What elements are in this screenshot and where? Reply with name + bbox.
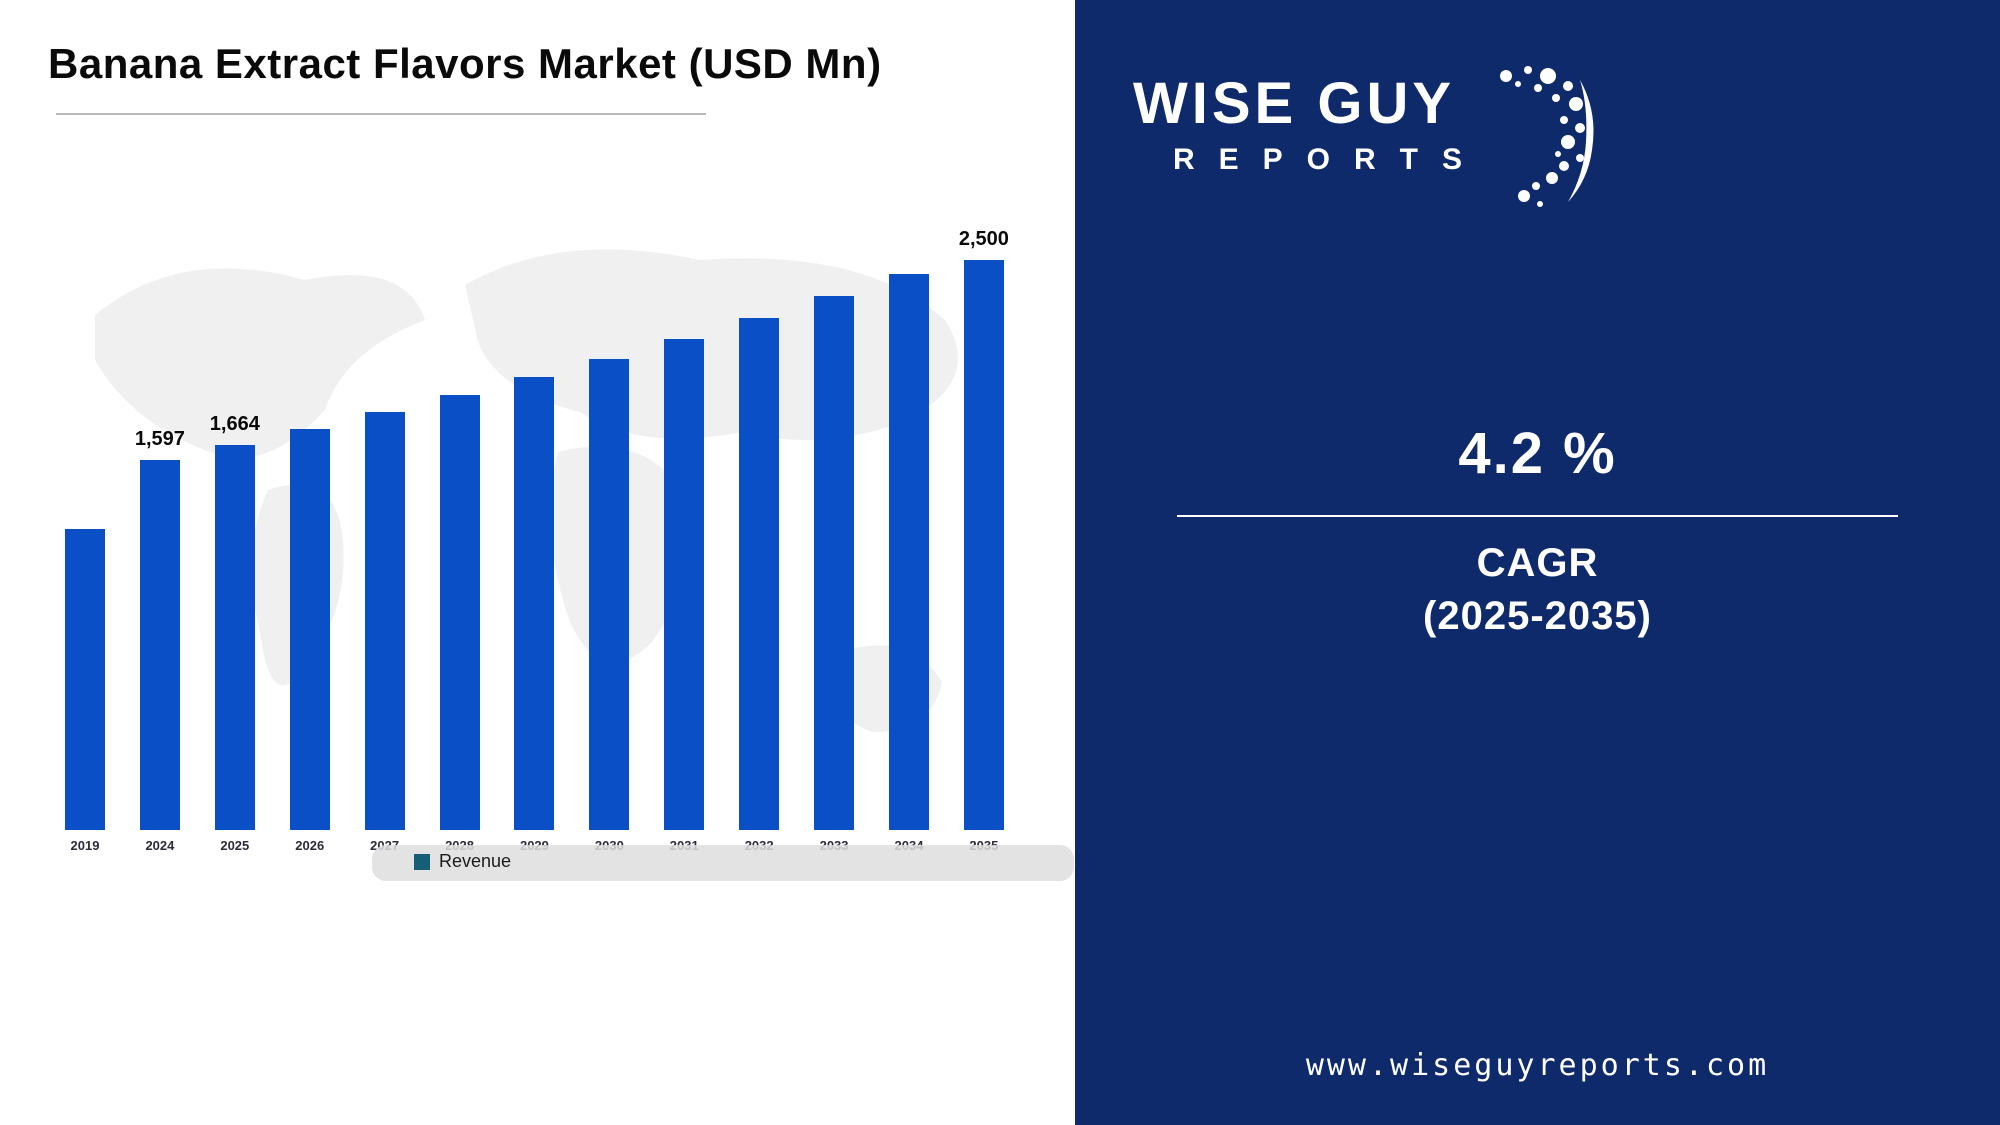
info-panel: WISE GUY REPORTS 4.2 % CAGR (2025-2035) [1075,0,2000,1125]
bar-2025 [214,444,255,830]
legend: Revenue [414,851,511,872]
logo-text-line1: WISE GUY [1133,71,1456,136]
bar-column-2035: 2,5002035 [958,228,1009,853]
bar-column-2019: 2019 [62,228,108,853]
bar-column-2034: 2034 [886,228,932,853]
cagr-value: 4.2 % [1458,421,1617,486]
cagr-label: CAGR [1476,541,1599,585]
bar-column-2028: 2028 [437,228,483,853]
bar-2031 [664,339,705,830]
bar-2030 [589,358,630,830]
cagr-block: 4.2 % CAGR (2025-2035) [1075,420,2000,639]
bar-plot: 2019 1,597 2024 1,664 2025 2026 2027 2028 2029 20… [62,228,1009,853]
x-axis-label-2025: 2025 [220,838,250,853]
bar-2029 [514,377,555,830]
x-axis-label-2026: 2026 [295,838,325,853]
chart-section: Banana Extract Flavors Market (USD Mn) 2… [48,40,1074,881]
bar-2024 [139,460,180,830]
x-axis-label-2019: 2019 [70,838,100,853]
legend-label-revenue: Revenue [439,851,512,871]
cagr-range: (2025-2035) [1423,594,1652,638]
bar-value-label-2025: 1,664 [209,412,260,435]
bar-column-2029: 2029 [511,228,557,853]
bar-2033 [814,296,855,830]
chart-title: Banana Extract Flavors Market (USD Mn) [48,40,882,87]
bar-2026 [289,429,330,830]
legend-swatch-revenue [414,853,430,870]
website-url: www.wiseguyreports.com [1305,1048,1770,1083]
bar-2034 [888,274,929,830]
bar-column-2033: 2033 [811,228,857,853]
title-divider [56,113,706,115]
bar-column-2027: 2027 [362,228,408,853]
bar-column-2025: 1,664 2025 [209,228,260,853]
bar-column-2026: 2026 [287,228,333,853]
bar-column-2024: 1,597 2024 [134,228,185,853]
bar-value-label-2035: 2,500 [958,228,1009,250]
bar-column-2030: 2030 [586,228,632,853]
legend-background [372,845,1074,881]
bar-2028 [439,394,480,830]
bar-column-2032: 2032 [736,228,782,853]
logo-text-line2: REPORTS [1173,143,1487,176]
bar-2035 [963,260,1004,830]
x-axis-label-2024: 2024 [145,838,175,853]
wise-guy-reports-logo: WISE GUY REPORTS [1133,66,1598,212]
bar-column-2031: 2031 [661,228,707,853]
dotted-head-icon [1500,66,1594,207]
bar-2027 [364,412,405,830]
bar-value-label-2024: 1,597 [134,428,185,451]
cagr-divider [1176,515,1899,517]
bar-2019 [65,529,105,830]
bar-2032 [739,318,780,830]
